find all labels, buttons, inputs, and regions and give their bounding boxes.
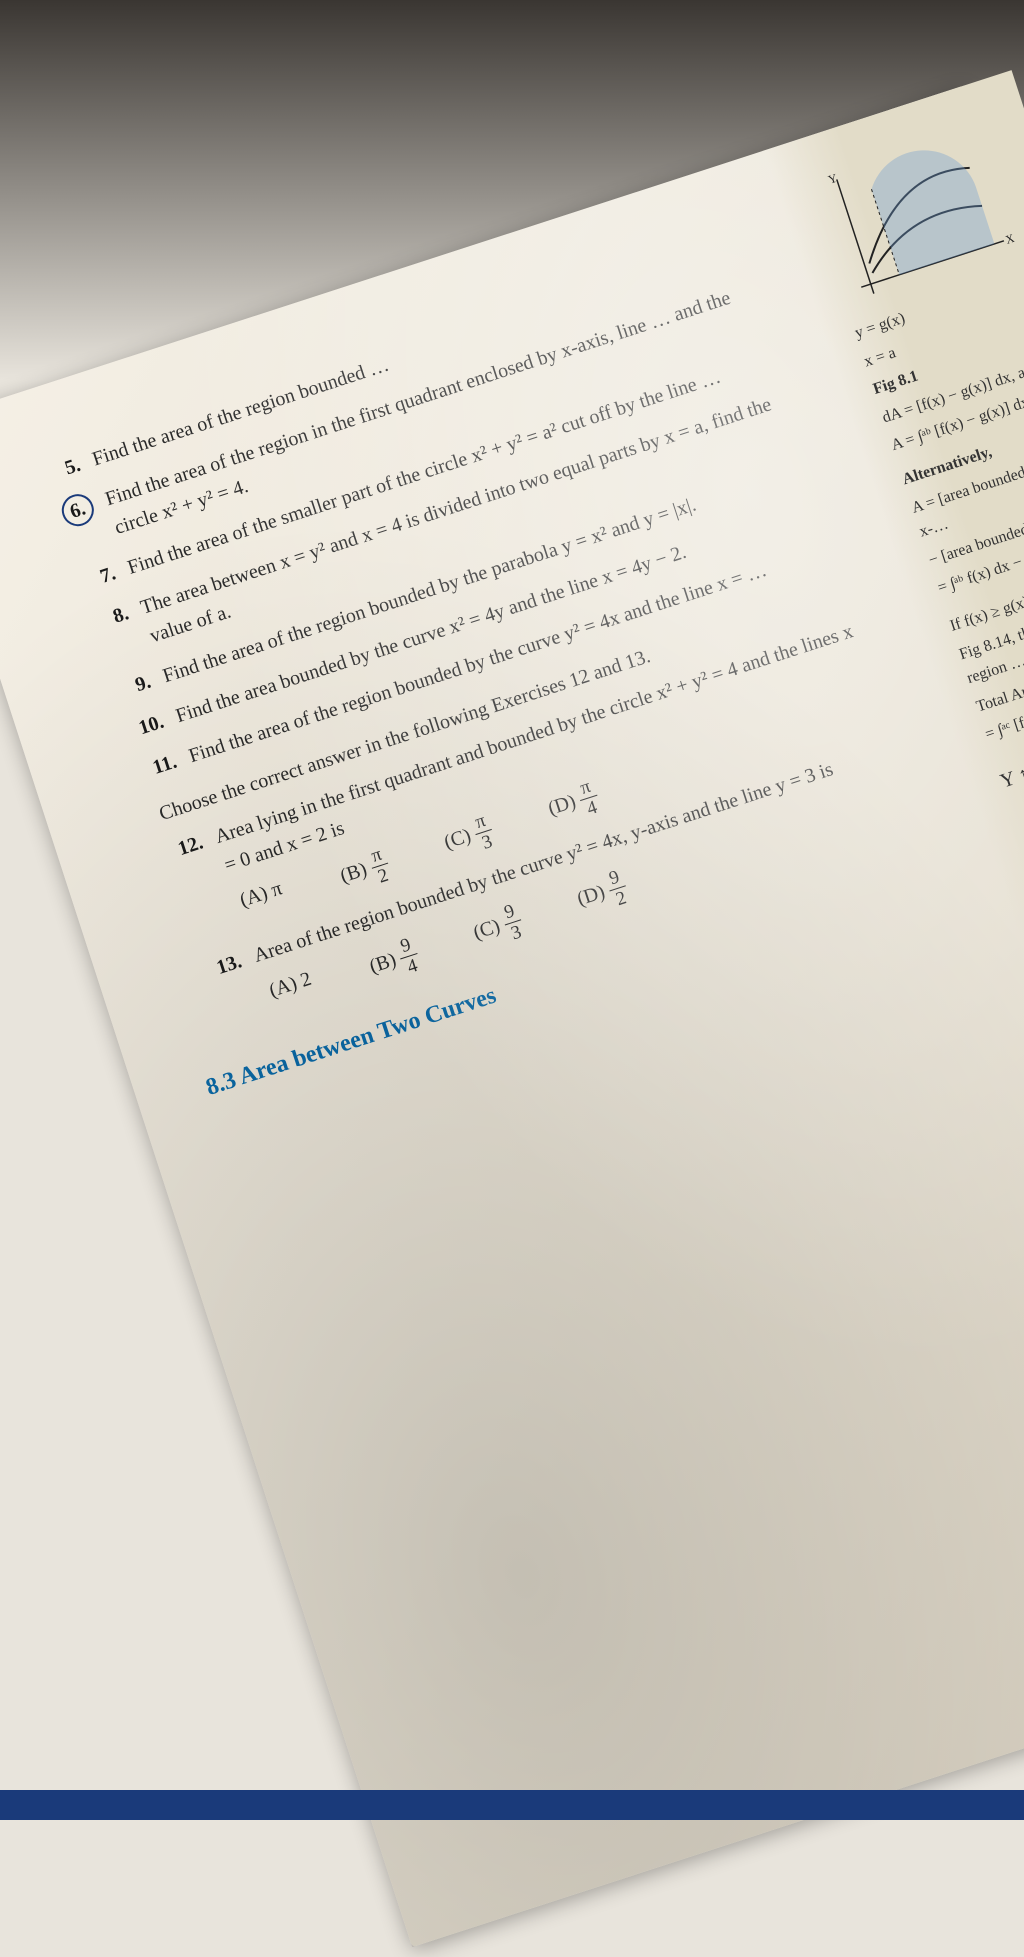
circled-number: 6. — [58, 490, 98, 530]
option: (A) π — [237, 877, 290, 929]
question-number: 10. — [128, 707, 168, 745]
option: (B) π2 — [335, 844, 395, 898]
handwritten-margin-note: To formula — [0, 445, 1, 535]
option: (D) π4 — [543, 776, 604, 831]
question-number: 5. — [45, 450, 85, 488]
question-number: 9. — [115, 667, 155, 705]
question-number: 12. — [167, 828, 216, 895]
option: (B) 94 — [364, 934, 423, 988]
option: (C) π3 — [439, 810, 499, 864]
question-text: Area of the region bounded by the curve … — [250, 734, 900, 971]
question-number: 6. — [58, 490, 107, 557]
question-number: 11. — [141, 747, 181, 785]
question-number: 7. — [80, 558, 120, 596]
svg-text:Y: Y — [826, 171, 839, 187]
svg-text:X: X — [1004, 231, 1017, 247]
option: (A) 2 — [267, 968, 320, 1020]
textbook-page: To formula 5. Find the area of the regio… — [0, 86, 1024, 1948]
option: (D) 92 — [572, 866, 632, 921]
question-number: 8. — [93, 598, 142, 665]
book-edge-bottom — [0, 1790, 1024, 1820]
question-number: 13. — [206, 947, 246, 985]
option: (C) 93 — [468, 900, 527, 954]
